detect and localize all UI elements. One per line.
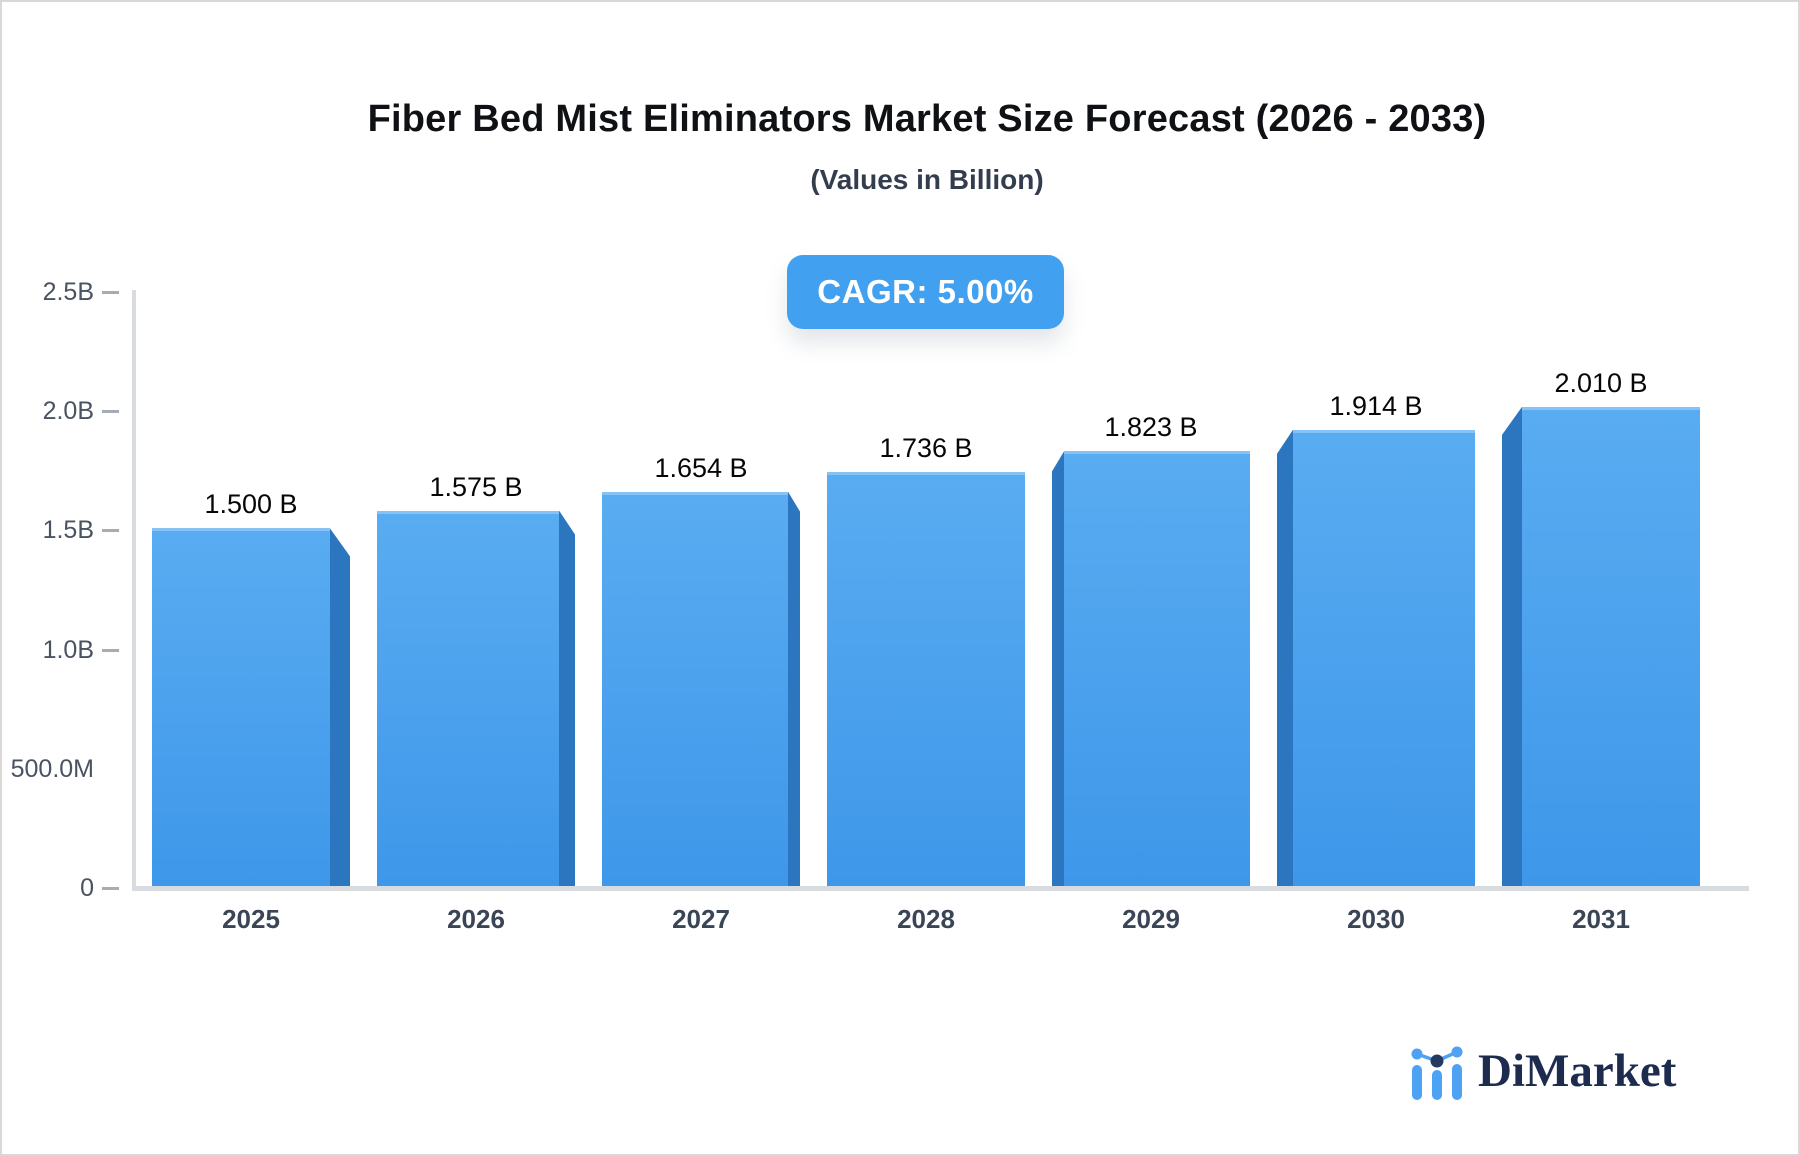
y-axis-label-1.0B: 1.0B bbox=[42, 635, 94, 664]
y-axis-tickmark-2.0B bbox=[102, 410, 119, 414]
y-axis-label-0: 0 bbox=[80, 874, 94, 902]
y-axis-tickmark-1.5B bbox=[102, 529, 119, 533]
bar-2026 bbox=[377, 510, 559, 886]
x-axis-label-2027: 2027 bbox=[672, 904, 730, 934]
x-axis-label-2026: 2026 bbox=[447, 904, 505, 934]
bar-3d-side-2031 bbox=[1502, 406, 1522, 886]
bar-3d-side-2030 bbox=[1277, 429, 1293, 886]
cagr-badge-label: CAGR: 5.00% bbox=[817, 273, 1034, 310]
brand-logo-text: DiMarket bbox=[1478, 1045, 1677, 1097]
y-axis-tickmark-2.5B bbox=[102, 291, 119, 294]
bar-value-label-2026: 1.575 B bbox=[429, 471, 523, 502]
y-axis-label-1.5B: 1.5B bbox=[42, 516, 94, 545]
bar-value-label-2025: 1.500 B bbox=[204, 489, 298, 520]
bar-3d-side-2027 bbox=[788, 491, 800, 886]
x-axis-label-2031: 2031 bbox=[1572, 904, 1630, 934]
brand-logo-icon bbox=[1411, 1046, 1463, 1100]
y-axis-tickmark-0 bbox=[102, 887, 119, 890]
bar-2025 bbox=[152, 528, 330, 886]
brand-logo: DiMarket bbox=[1410, 1040, 1676, 1102]
y-axis-label-500.0M: 500.0M bbox=[10, 754, 94, 783]
x-axis-label-2028: 2028 bbox=[897, 904, 955, 934]
bar-value-label-2030: 1.914 B bbox=[1329, 390, 1423, 421]
x-axis-label-2030: 2030 bbox=[1347, 904, 1405, 934]
bar-value-label-2027: 1.654 B bbox=[654, 452, 748, 483]
bar-value-label-2031: 2.010 B bbox=[1554, 367, 1648, 398]
bar-2028 bbox=[827, 472, 1025, 886]
bar-value-label-2028: 1.736 B bbox=[879, 433, 973, 464]
bar-2031 bbox=[1522, 406, 1700, 886]
x-axis-baseline bbox=[132, 886, 1749, 891]
bar-3d-side-2029 bbox=[1052, 451, 1064, 886]
bar-2029 bbox=[1064, 451, 1250, 886]
y-axis-tickmark-1.0B bbox=[102, 648, 119, 652]
cagr-badge: CAGR: 5.00% bbox=[787, 255, 1064, 329]
chart-title: Fiber Bed Mist Eliminators Market Size F… bbox=[367, 98, 1487, 140]
x-axis-label-2025: 2025 bbox=[222, 904, 280, 934]
x-axis-label-2029: 2029 bbox=[1122, 904, 1180, 934]
bar-3d-side-2026 bbox=[559, 510, 575, 886]
bar-2030 bbox=[1293, 429, 1475, 886]
chart-subtitle: (Values in Billion) bbox=[810, 164, 1044, 195]
y-axis-label-2.5B: 2.5B bbox=[42, 278, 94, 306]
bar-value-label-2029: 1.823 B bbox=[1104, 412, 1198, 443]
y-axis-label-2.0B: 2.0B bbox=[42, 397, 94, 426]
y-axis-line bbox=[132, 290, 136, 891]
bar-3d-side-2025 bbox=[330, 528, 350, 886]
bar-2027 bbox=[602, 491, 788, 886]
